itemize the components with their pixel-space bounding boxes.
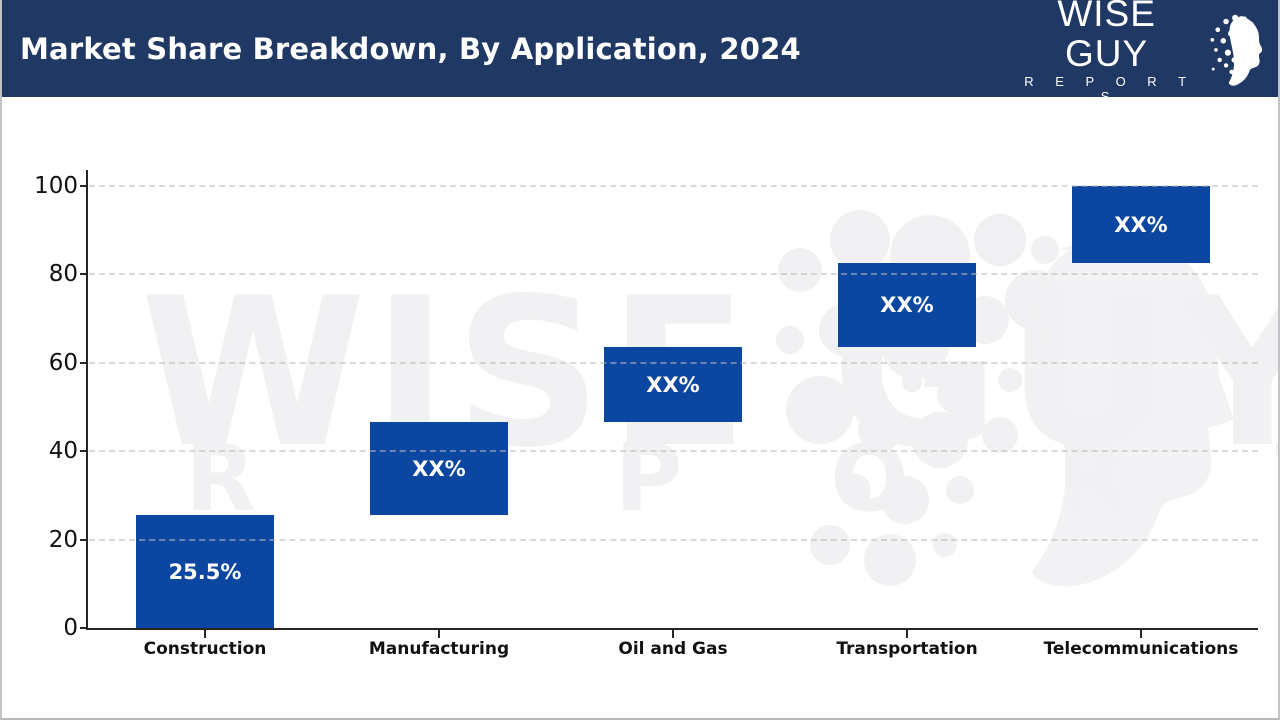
y-tick-mark	[80, 185, 88, 187]
gridline-100	[89, 185, 1258, 187]
bar-value-label: XX%	[646, 372, 700, 397]
bar-oil-and-gas: XX%	[604, 347, 742, 423]
x-tick-mark	[1140, 630, 1142, 638]
bar-value-label: XX%	[1114, 212, 1168, 237]
y-tick-mark	[80, 538, 88, 541]
logo-subtitle: R E P O R T S	[1024, 74, 1196, 104]
x-axis-line	[86, 628, 1258, 630]
wise-guy-logo: WISE GUY R E P O R T S	[1012, 0, 1262, 104]
bar-manufacturing: XX%	[370, 422, 508, 516]
gridline-60	[89, 361, 1258, 364]
x-category-label: Construction	[143, 639, 267, 659]
bar-transportation: XX%	[838, 263, 976, 348]
gridline-80	[89, 273, 1258, 276]
y-tick-mark	[80, 361, 88, 364]
bar-value-label: XX%	[880, 293, 934, 318]
y-tick-mark	[80, 273, 88, 276]
wise-guy-logo-text: WISE GUY R E P O R T S	[1012, 0, 1201, 104]
header-bar: Market Share Breakdown, By Application, …	[0, 0, 1280, 104]
bar-value-label: XX%	[412, 456, 466, 481]
x-tick-mark	[438, 630, 440, 638]
y-tick-label: 60	[48, 349, 78, 376]
bar-telecommunications: XX%	[1072, 186, 1210, 264]
y-tick-label: 100	[34, 173, 78, 199]
x-category-label: Transportation	[836, 639, 978, 659]
page-title: Market Share Breakdown, By Application, …	[20, 31, 801, 66]
y-tick-label: 40	[48, 438, 78, 465]
bar-value-label: 25.5%	[168, 559, 242, 584]
x-tick-mark	[906, 630, 908, 638]
logo-wordmark: WISE GUY	[1057, 0, 1156, 74]
y-tick-mark	[80, 450, 88, 453]
logo-dotted-head-icon	[1210, 14, 1262, 86]
x-tick-mark	[672, 630, 674, 638]
y-axis-line	[86, 170, 88, 630]
y-tick-mark	[80, 627, 88, 629]
x-category-label: Oil and Gas	[618, 639, 728, 659]
x-category-label: Manufacturing	[368, 639, 510, 659]
y-tick-label: 0	[63, 615, 78, 641]
y-tick-label: 80	[48, 261, 78, 288]
x-tick-mark	[204, 630, 206, 638]
gridline-40	[89, 450, 1258, 453]
y-tick-label: 20	[48, 526, 78, 553]
bar-construction: 25.5%	[136, 515, 274, 628]
gridline-20	[89, 538, 1258, 541]
x-category-label: Telecommunications	[1043, 639, 1239, 659]
